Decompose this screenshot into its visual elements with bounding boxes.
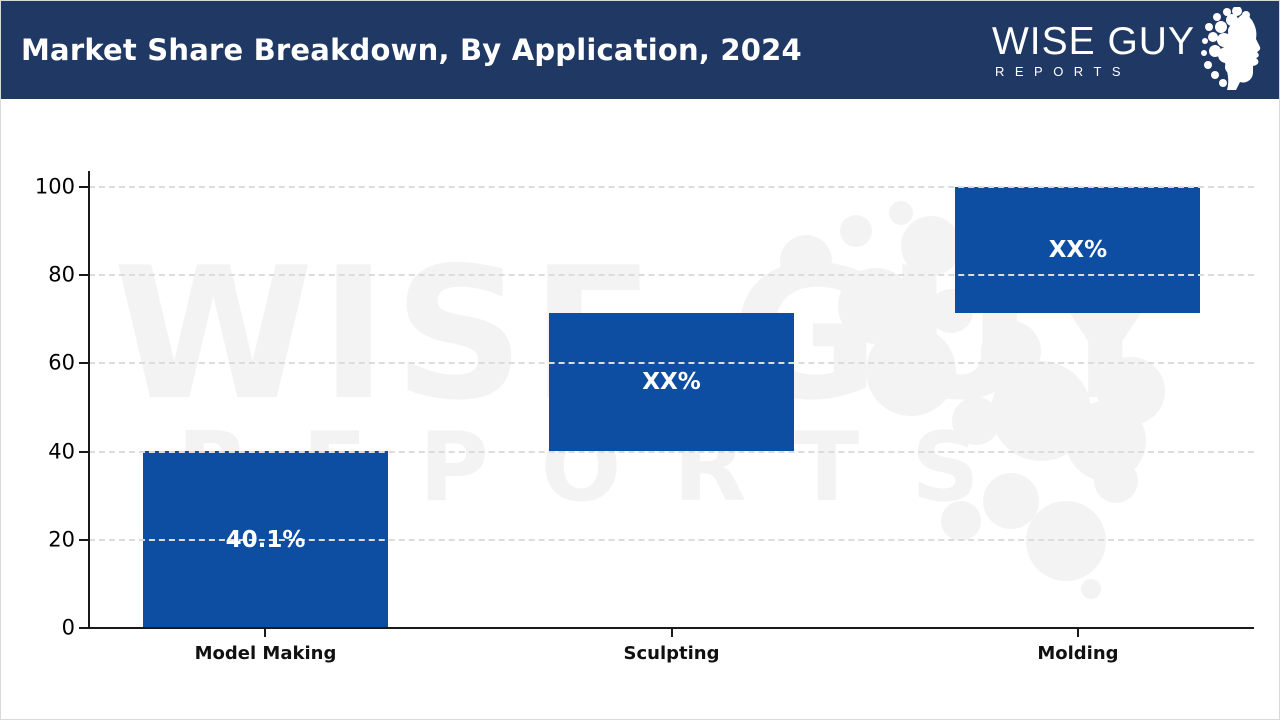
bar-value-label-model-making: 40.1% [225, 526, 306, 553]
y-axis-tick-label: 60 [48, 350, 75, 375]
y-axis-tick [79, 627, 89, 629]
watermark-dotted-head-icon [780, 201, 1165, 599]
bars-layer [89, 171, 1254, 628]
bar-molding [955, 187, 1201, 314]
plot-area: 0 20 40 60 80 100 Model Making Sculpting Molding… [35, 171, 1254, 664]
y-axis-tick [79, 186, 89, 188]
gridline-20 [89, 538, 1254, 541]
bar-value-label-sculpting: XX% [642, 369, 701, 396]
gridline-60 [89, 362, 1254, 365]
bar-labels-layer: 40.1% XX% XX% [89, 171, 1254, 628]
x-axis-tick [1076, 628, 1079, 637]
y-axis-line [88, 171, 90, 628]
wise-guy-reports-logo: WISE GUY REPORTS [992, 7, 1261, 93]
wiseguy-head-icon [1201, 7, 1261, 90]
y-axis-tick-label: 40 [48, 439, 75, 464]
y-axis-tick [79, 450, 89, 453]
x-axis-tick [264, 628, 267, 637]
y-axis-tick-label: 80 [48, 262, 75, 287]
y-axis-tick [79, 274, 89, 277]
page-title: Market Share Breakdown, By Application, … [21, 33, 802, 67]
gridlines-layer [89, 171, 1254, 628]
gridline-40 [89, 450, 1254, 453]
logo-wiseguy-label: WISE GUY [991, 20, 1195, 63]
y-axis-tick-label: 20 [48, 527, 75, 552]
gridline-80 [89, 274, 1254, 277]
x-axis-category-label-sculpting: Sculpting [623, 643, 720, 664]
x-axis-category-label-molding: Molding [1037, 643, 1119, 664]
header-bar: Market Share Breakdown, By Application, … [1, 1, 1279, 99]
x-axis-category-label-model-making: Model Making [194, 643, 337, 664]
bar-value-label-molding: XX% [1048, 237, 1108, 264]
ticks-layer: 0 20 40 60 80 100 Model Making Sculpting Molding [35, 171, 1254, 664]
logo-reports-label: REPORTS [994, 64, 1132, 79]
y-axis-tick-label: 100 [34, 174, 75, 199]
y-axis-tick [79, 538, 89, 541]
x-axis-tick [670, 628, 673, 637]
y-axis-tick [79, 362, 89, 365]
logo-text: WISE GUY REPORTS [992, 22, 1195, 78]
y-axis-tick-label: 0 [61, 615, 75, 640]
gridline-100 [89, 186, 1254, 188]
bar-sculpting [549, 313, 794, 452]
